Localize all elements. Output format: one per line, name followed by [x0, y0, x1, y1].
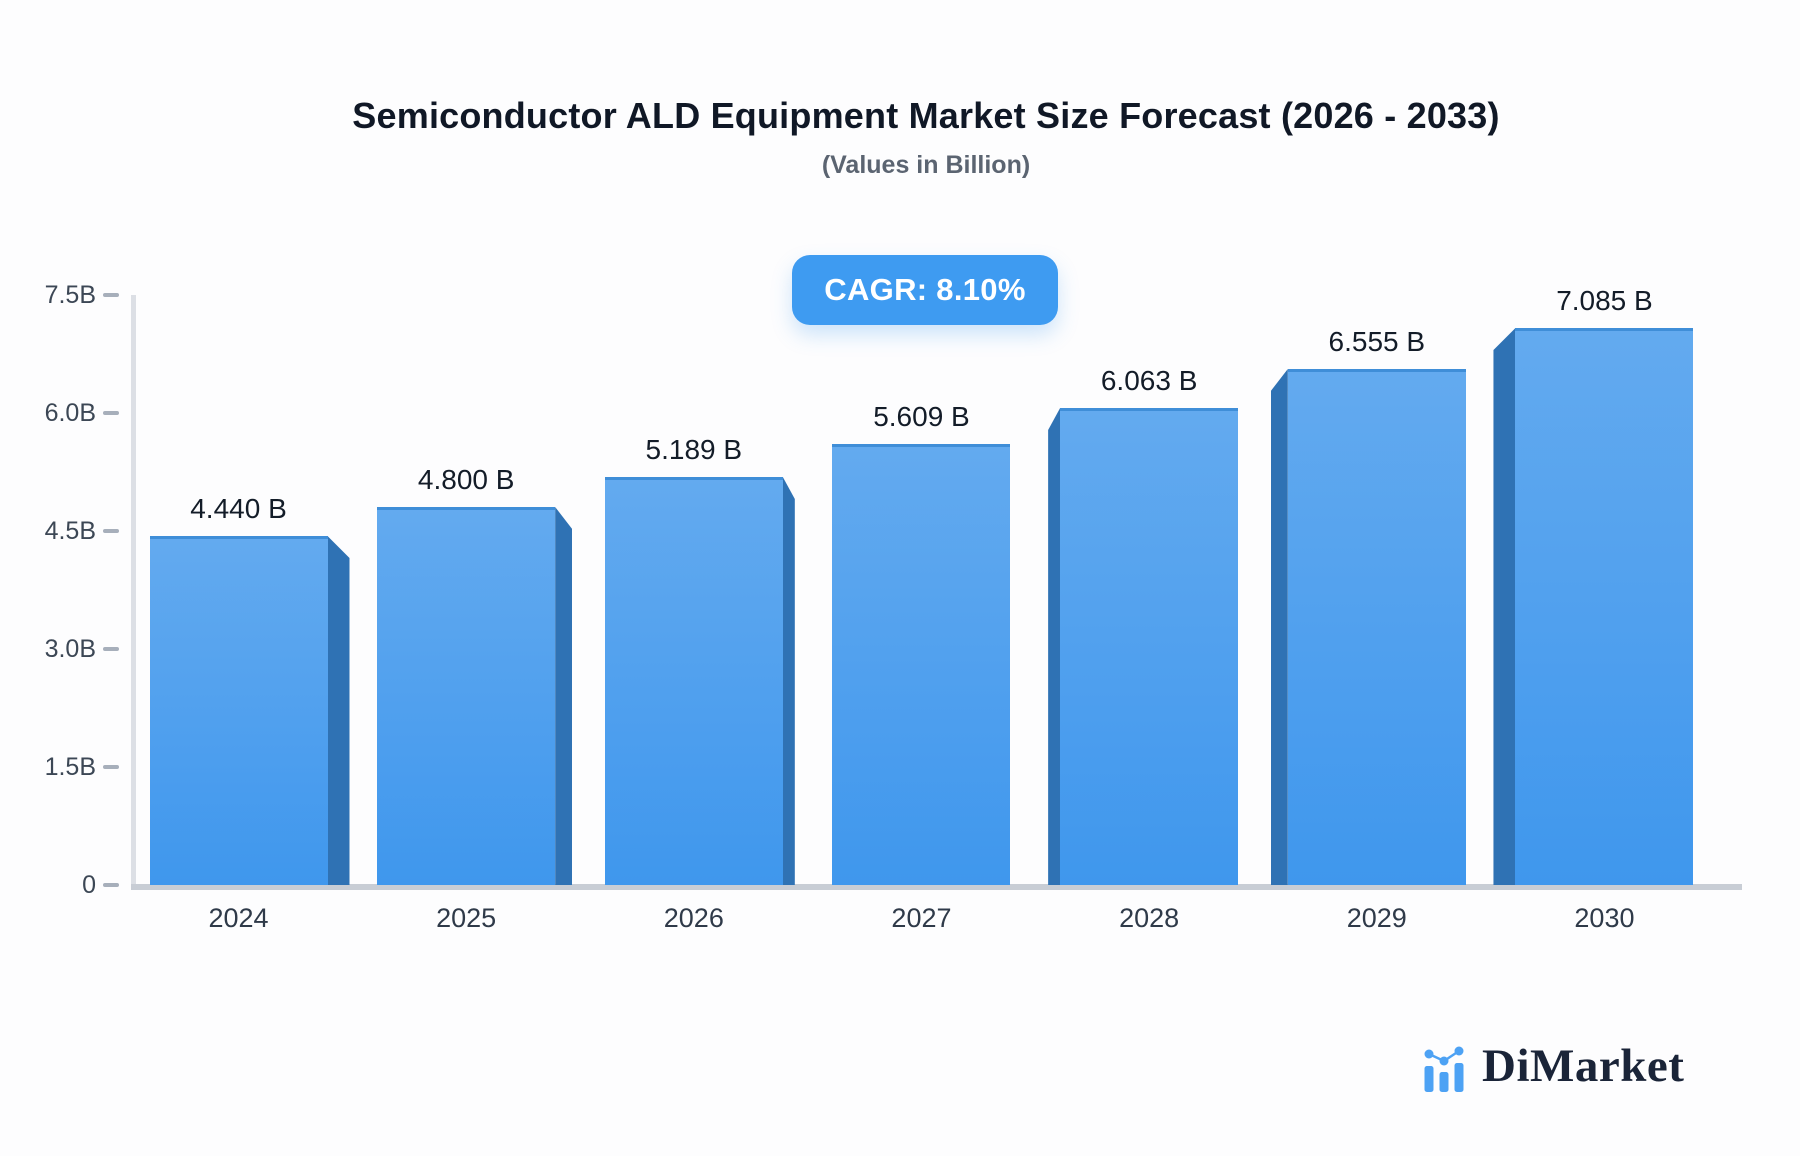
- bar-2025: [377, 507, 556, 885]
- bar-2024: [149, 536, 328, 885]
- x-tick-label: 2027: [891, 903, 952, 933]
- y-tick-label: 3.0B: [44, 635, 96, 663]
- x-tick-label: 2026: [663, 903, 724, 933]
- bar-side-face: [327, 536, 350, 885]
- bar-side-face: [1270, 369, 1288, 885]
- x-axis-baseline: [131, 884, 1742, 890]
- y-tick-mark: [103, 647, 119, 651]
- bar-side-face: [555, 507, 573, 885]
- bar-2030: [1515, 328, 1694, 885]
- y-tick-label: 1.5B: [44, 753, 96, 781]
- y-tick-label: 7.5B: [44, 281, 96, 309]
- y-axis-line: [131, 295, 136, 885]
- y-tick-mark: [103, 883, 119, 887]
- bar-2026: [604, 477, 783, 885]
- mini-bar-line-chart-icon: [1424, 1046, 1464, 1092]
- bar-2029: [1287, 369, 1466, 885]
- bar-side-face: [1048, 408, 1061, 885]
- y-tick-label: 6.0B: [44, 399, 96, 427]
- bar-value-label: 5.609 B: [873, 401, 970, 432]
- bar-value-label: 4.440 B: [190, 493, 287, 524]
- bar-value-label: 4.800 B: [417, 464, 515, 495]
- y-tick-mark: [103, 529, 119, 533]
- bar-value-label: 5.189 B: [645, 434, 743, 465]
- y-tick-label: 4.5B: [44, 517, 96, 545]
- bar-2027: [832, 444, 1011, 885]
- bar-value-label: 7.085 B: [1556, 285, 1653, 316]
- x-tick-label: 2024: [208, 903, 269, 933]
- page-title: Semiconductor ALD Equipment Market Size …: [352, 95, 1500, 136]
- y-tick-mark: [103, 293, 119, 297]
- cagr-badge: CAGR: 8.10%: [792, 255, 1058, 325]
- x-tick-label: 2029: [1346, 903, 1407, 933]
- bar-value-label: 6.063 B: [1100, 365, 1198, 396]
- y-tick-label: 0: [82, 871, 96, 899]
- brand-name: DiMarket: [1482, 1040, 1685, 1092]
- x-tick-label: 2030: [1574, 903, 1635, 933]
- bar-side-face: [782, 477, 795, 885]
- chart-header: Semiconductor ALD Equipment Market Size …: [52, 95, 1800, 180]
- x-tick-label: 2028: [1119, 903, 1180, 933]
- bar-value-label: 6.555 B: [1328, 326, 1426, 357]
- cagr-badge-label: CAGR: 8.10%: [824, 272, 1026, 307]
- y-tick-mark: [103, 411, 119, 415]
- bar-2028: [1060, 408, 1239, 885]
- bar-side-face: [1493, 328, 1516, 885]
- y-tick-mark: [103, 765, 119, 769]
- x-tick-label: 2025: [436, 903, 497, 933]
- page-subtitle: (Values in Billion): [821, 151, 1031, 179]
- brand-logo: DiMarket: [1422, 1040, 1684, 1092]
